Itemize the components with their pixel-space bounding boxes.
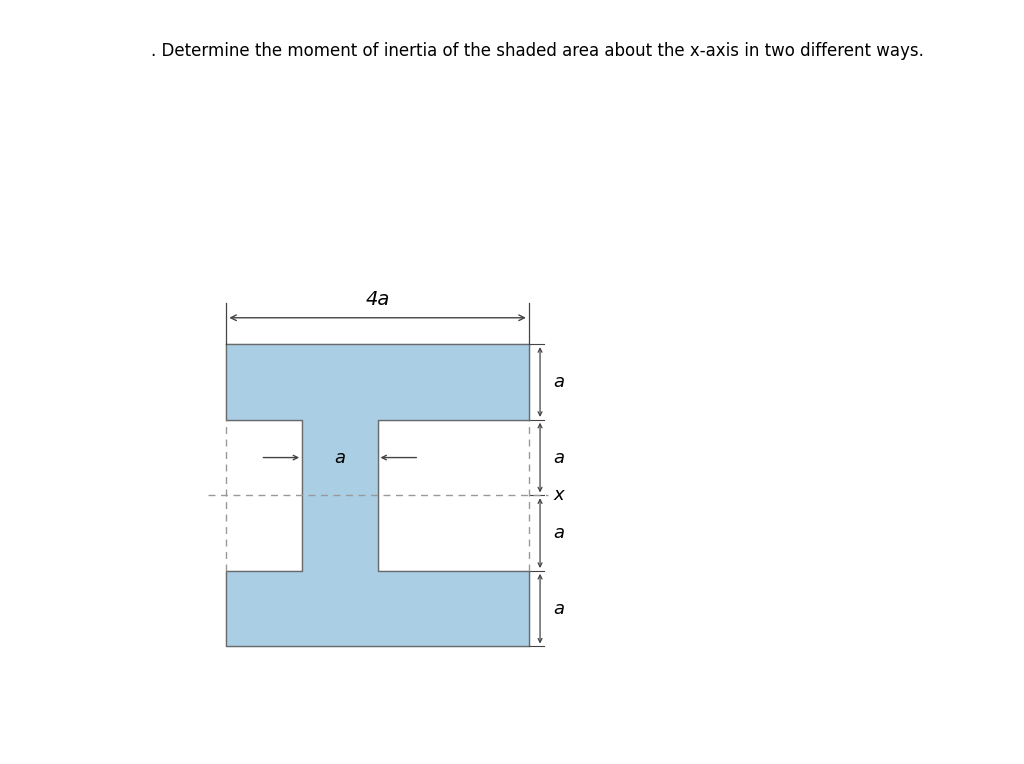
Text: 4a: 4a	[366, 290, 390, 309]
Text: a: a	[334, 448, 345, 467]
Text: a: a	[554, 448, 564, 467]
Text: a: a	[554, 600, 564, 618]
Text: a: a	[554, 373, 564, 391]
Text: a: a	[554, 524, 564, 542]
Polygon shape	[226, 345, 528, 646]
Text: x: x	[554, 487, 564, 504]
Text: . Determine the moment of inertia of the shaded area about the x-axis in two dif: . Determine the moment of inertia of the…	[151, 42, 924, 60]
